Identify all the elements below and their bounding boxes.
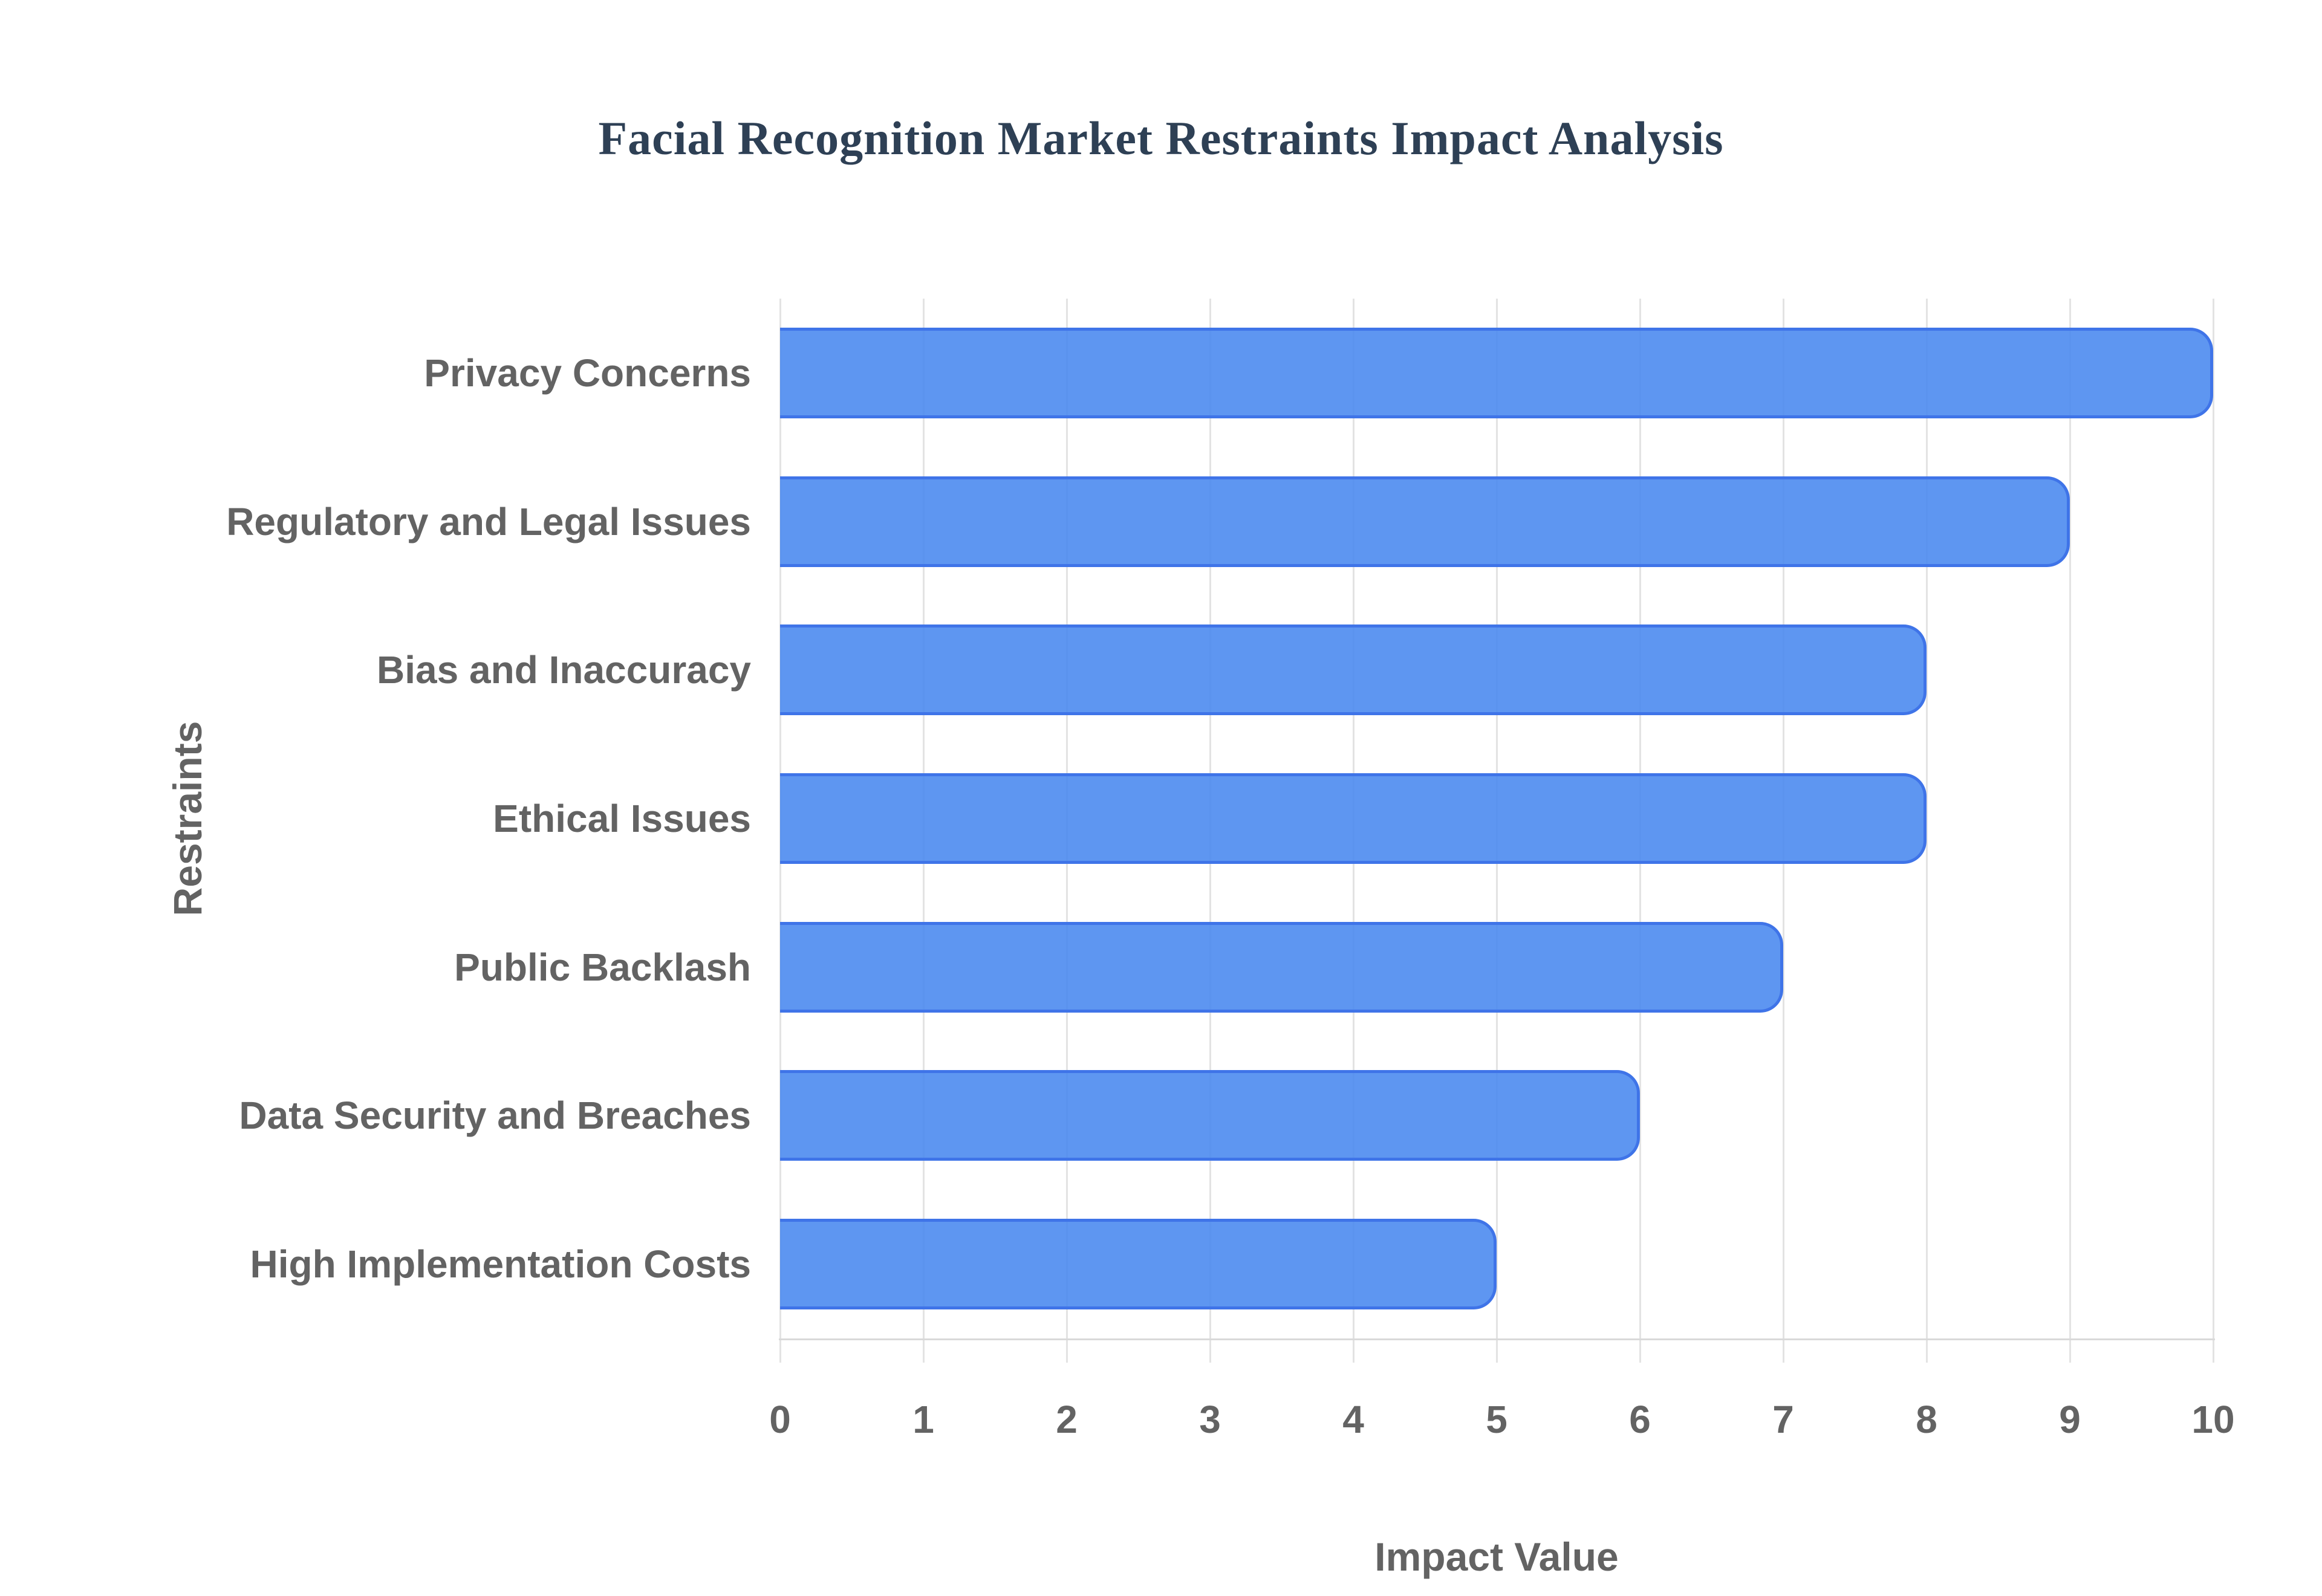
gridline xyxy=(2069,299,2071,1338)
bar-row xyxy=(780,744,2213,893)
bar-row xyxy=(780,299,2213,447)
x-tick-label: 0 xyxy=(769,1398,791,1441)
x-tick-label: 3 xyxy=(1199,1398,1221,1441)
bar-row xyxy=(780,893,2213,1042)
category-label: Privacy Concerns xyxy=(424,351,751,395)
bar-row xyxy=(780,447,2213,596)
x-tick-label: 4 xyxy=(1342,1398,1364,1441)
bar-row xyxy=(780,1190,2213,1338)
gridline xyxy=(2212,299,2214,1338)
category-label: Data Security and Breaches xyxy=(239,1094,751,1138)
category-label: Ethical Issues xyxy=(493,797,751,841)
category-label: Bias and Inaccuracy xyxy=(377,648,751,692)
bar[interactable] xyxy=(780,1070,1640,1161)
bar-row xyxy=(780,595,2213,744)
x-tick-label: 5 xyxy=(1486,1398,1507,1441)
tick-mark xyxy=(1639,1340,1641,1363)
x-tick-label: 8 xyxy=(1916,1398,1937,1441)
bars-layer xyxy=(780,299,2213,1338)
tick-mark xyxy=(779,1340,781,1363)
chart-title: Facial Recognition Market Restraints Imp… xyxy=(598,112,1724,164)
gridline xyxy=(1925,299,1928,1338)
x-tick-label: 7 xyxy=(1772,1398,1794,1441)
tick-mark xyxy=(2069,1340,2071,1363)
tick-mark xyxy=(1925,1340,1928,1363)
plot-area xyxy=(779,299,2215,1363)
category-label: High Implementation Costs xyxy=(250,1242,752,1286)
tick-mark xyxy=(1352,1340,1354,1363)
x-tick-label: 1 xyxy=(912,1398,934,1441)
y-axis-labels: Privacy Concerns Regulatory and Legal Iss… xyxy=(0,299,751,1338)
tick-mark xyxy=(1495,1340,1498,1363)
bar-row xyxy=(780,1042,2213,1190)
bar[interactable] xyxy=(780,921,1783,1013)
bar[interactable] xyxy=(780,624,1927,716)
tick-mark xyxy=(2212,1340,2214,1363)
bar[interactable] xyxy=(780,476,2070,567)
category-label: Regulatory and Legal Issues xyxy=(226,499,751,543)
category-label: Public Backlash xyxy=(454,945,751,989)
bar[interactable] xyxy=(780,327,2213,418)
x-tick-label: 10 xyxy=(2191,1398,2235,1441)
x-tick-label: 9 xyxy=(2059,1398,2081,1441)
x-axis-ticks: 0 1 2 3 4 5 6 7 8 9 10 xyxy=(769,1398,2234,1448)
x-tick-label: 2 xyxy=(1056,1398,1078,1441)
x-axis-line xyxy=(779,1338,2215,1340)
x-tick-label: 6 xyxy=(1629,1398,1651,1441)
tick-mark xyxy=(1209,1340,1211,1363)
x-axis-title: Impact Value xyxy=(1374,1534,1619,1579)
tick-mark xyxy=(1782,1340,1784,1363)
bar[interactable] xyxy=(780,1219,1497,1310)
bar[interactable] xyxy=(780,773,1927,864)
tick-mark xyxy=(1065,1340,1068,1363)
tick-mark xyxy=(922,1340,925,1363)
